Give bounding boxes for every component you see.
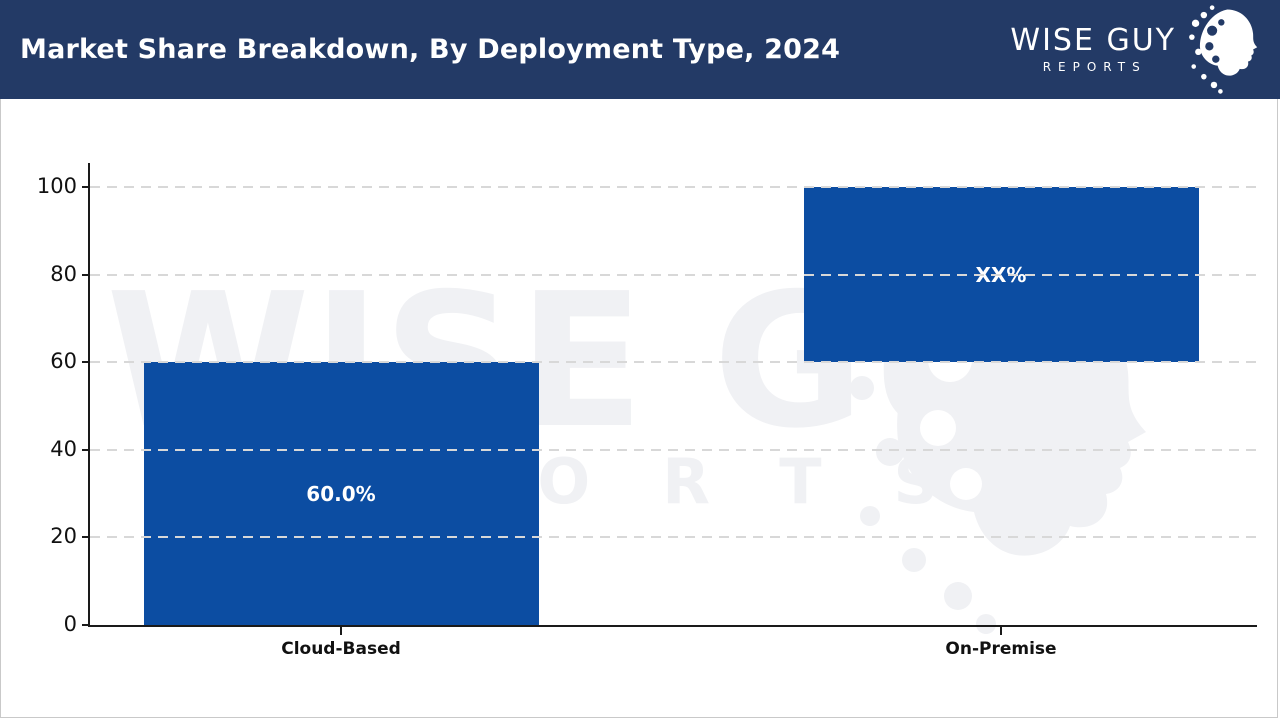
y-tick-label: 60: [50, 349, 77, 374]
bar-cloud-based: 60.0%: [143, 362, 539, 625]
y-tick-label: 80: [50, 261, 77, 286]
y-gridline: [90, 186, 1257, 188]
y-tick-mark: [82, 624, 90, 626]
y-tick-label: 40: [50, 436, 77, 461]
y-tick-label: 20: [50, 524, 77, 549]
x-tick-mark: [1000, 627, 1002, 635]
y-tick-mark: [82, 273, 90, 276]
x-category-label: On-Premise: [945, 639, 1057, 659]
chart-area: WISE GUY REPORTS 0 20 40 60 80 100 60.0% XX% Clo…: [0, 99, 1278, 718]
y-tick-label: 100: [36, 174, 77, 198]
y-tick-mark: [82, 186, 90, 188]
y-tick-label: 0: [63, 612, 77, 636]
x-tick-mark: [340, 627, 342, 635]
y-tick-mark: [82, 361, 90, 364]
y-tick-mark: [82, 448, 90, 451]
y-axis-spine: [88, 163, 90, 627]
logo-wordmark: WISE GUY: [1010, 23, 1176, 59]
x-axis-spine: [88, 625, 1257, 627]
y-gridline: [90, 361, 1257, 364]
bar-value-label: 60.0%: [306, 481, 376, 506]
chart-title: Market Share Breakdown, By Deployment Ty…: [20, 34, 841, 65]
logo-subtitle: REPORTS: [1042, 59, 1147, 74]
y-tick-mark: [82, 536, 90, 539]
x-category-label: Cloud-Based: [281, 639, 401, 659]
y-gridline: [90, 448, 1257, 451]
wise-guy-logo: WISE GUY REPORTS: [1010, 0, 1266, 99]
y-gridline: [90, 273, 1257, 276]
y-gridline: [90, 536, 1257, 539]
logo-head-icon: [1189, 4, 1258, 94]
header-bar: Market Share Breakdown, By Deployment Ty…: [0, 0, 1280, 99]
logo-text: WISE GUY REPORTS: [1010, 25, 1176, 74]
